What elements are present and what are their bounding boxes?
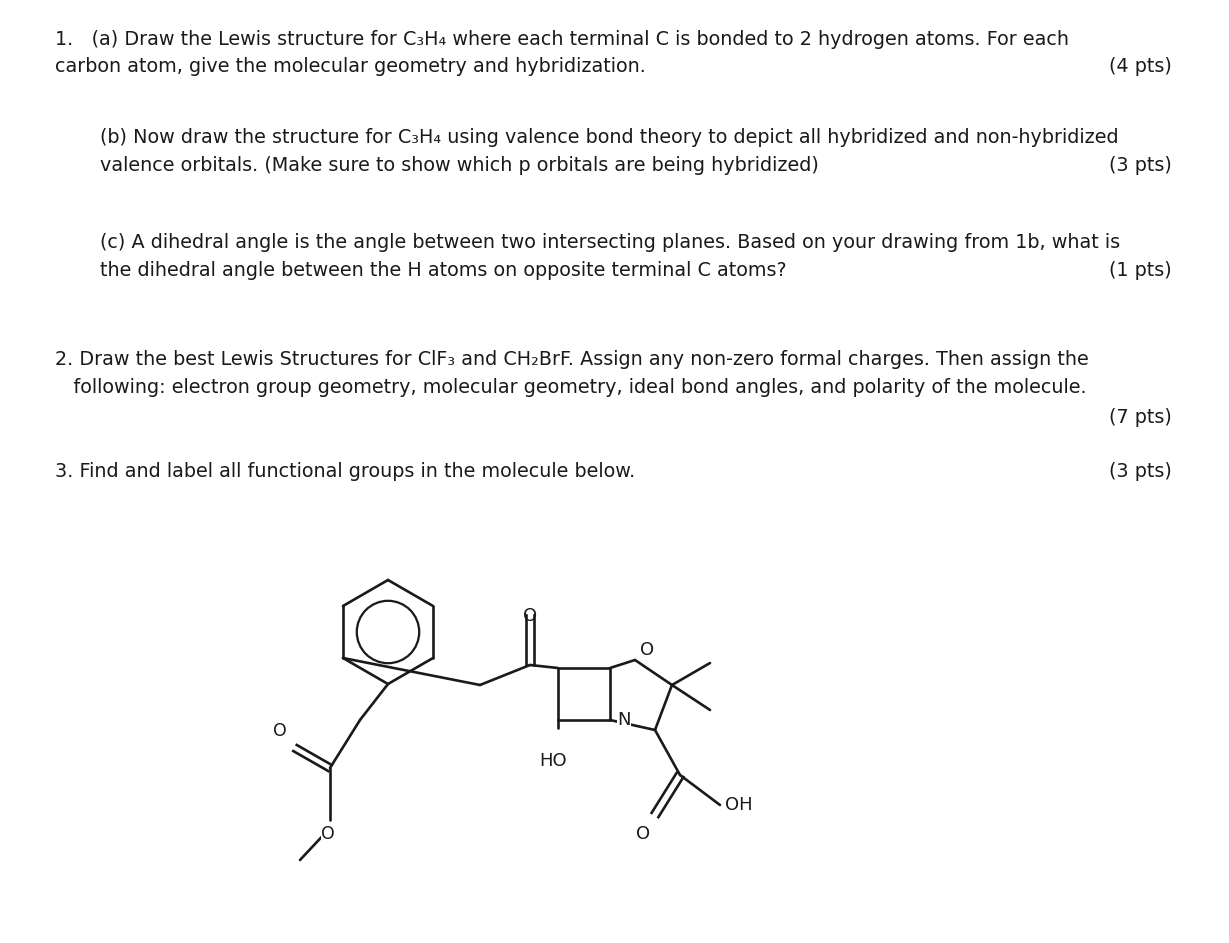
- Text: N: N: [617, 711, 630, 729]
- Text: (c) A dihedral angle is the angle between two intersecting planes. Based on your: (c) A dihedral angle is the angle betwee…: [100, 233, 1120, 252]
- Text: (b) Now draw the structure for C₃H₄ using valence bond theory to depict all hybr: (b) Now draw the structure for C₃H₄ usin…: [100, 128, 1118, 147]
- Text: (1 pts): (1 pts): [1110, 261, 1172, 280]
- Text: 1.   (a) Draw the Lewis structure for C₃H₄ where each terminal C is bonded to 2 : 1. (a) Draw the Lewis structure for C₃H₄…: [55, 30, 1069, 49]
- Text: (3 pts): (3 pts): [1109, 156, 1172, 175]
- Text: O: O: [273, 722, 288, 740]
- Text: O: O: [640, 641, 654, 659]
- Text: (3 pts): (3 pts): [1109, 462, 1172, 481]
- Text: OH: OH: [725, 796, 752, 814]
- Text: (4 pts): (4 pts): [1109, 57, 1172, 76]
- Text: the dihedral angle between the H atoms on opposite terminal C atoms?: the dihedral angle between the H atoms o…: [100, 261, 787, 280]
- Text: following: electron group geometry, molecular geometry, ideal bond angles, and p: following: electron group geometry, mole…: [55, 378, 1086, 397]
- Text: HO: HO: [540, 752, 567, 770]
- Text: (7 pts): (7 pts): [1109, 408, 1172, 427]
- Text: valence orbitals. (Make sure to show which p orbitals are being hybridized): valence orbitals. (Make sure to show whi…: [100, 156, 819, 175]
- Text: O: O: [522, 607, 537, 625]
- Text: 2. Draw the best Lewis Structures for ClF₃ and CH₂BrF. Assign any non-zero forma: 2. Draw the best Lewis Structures for Cl…: [55, 350, 1089, 369]
- Text: carbon atom, give the molecular geometry and hybridization.: carbon atom, give the molecular geometry…: [55, 57, 646, 76]
- Text: O: O: [321, 825, 334, 843]
- Text: 3. Find and label all functional groups in the molecule below.: 3. Find and label all functional groups …: [55, 462, 635, 481]
- Text: O: O: [635, 825, 650, 843]
